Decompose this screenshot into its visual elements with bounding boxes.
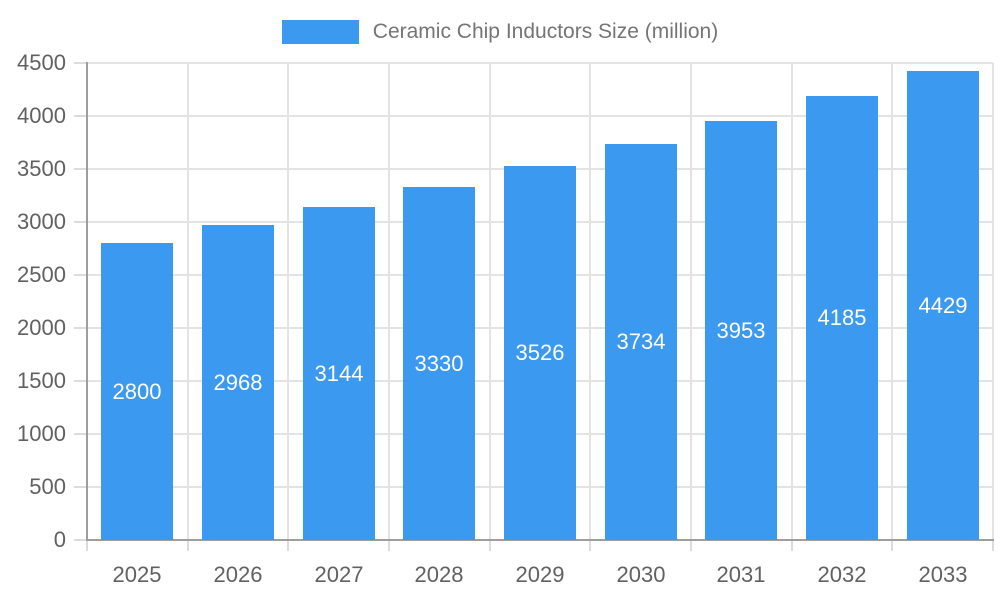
y-axis-tick — [74, 62, 86, 64]
x-axis-tick — [287, 541, 289, 551]
bar: 3953 — [705, 121, 777, 540]
y-tick-label: 1000 — [17, 421, 66, 446]
y-tick-label: 2500 — [17, 262, 66, 287]
y-axis-line — [86, 62, 88, 541]
x-tick-label: 2025 — [112, 562, 162, 587]
y-axis-tick — [74, 168, 86, 170]
x-tick-label: 2028 — [414, 562, 464, 587]
x-axis-line — [86, 539, 994, 541]
legend-swatch — [281, 20, 359, 44]
x-axis-tick — [388, 541, 390, 551]
bar: 3526 — [504, 166, 576, 540]
y-axis-tick — [74, 539, 86, 541]
legend-label: Ceramic Chip Inductors Size (million) — [372, 20, 719, 43]
x-axis-tick — [589, 541, 591, 551]
bar-value-label: 3526 — [515, 340, 565, 365]
bar-value-label: 4185 — [817, 305, 867, 330]
x-gridline — [489, 63, 491, 540]
y-tick-label: 3500 — [17, 156, 66, 181]
bar: 4429 — [907, 71, 979, 540]
y-tick-label: 1500 — [17, 368, 66, 393]
x-gridline — [187, 63, 189, 540]
x-gridline — [388, 63, 390, 540]
bar: 4185 — [806, 96, 878, 540]
x-tick-label: 2030 — [616, 562, 666, 587]
x-axis-tick — [690, 541, 692, 551]
bar-value-label: 4429 — [918, 292, 968, 318]
x-axis-tick — [791, 541, 793, 551]
y-tick-label: 4000 — [17, 103, 66, 128]
y-gridline — [87, 62, 993, 64]
y-tick-label: 3000 — [17, 209, 66, 234]
bar-value-label: 2968 — [213, 369, 263, 395]
y-axis-tick — [74, 115, 86, 117]
x-axis-tick — [86, 541, 88, 551]
legend[interactable]: Ceramic Chip Inductors Size (million) — [0, 18, 1000, 46]
bar-value-label: 3953 — [716, 317, 766, 343]
y-tick-label: 0 — [53, 527, 66, 552]
y-tick-label: 4500 — [17, 50, 66, 75]
x-tick-label: 2032 — [817, 562, 867, 587]
bar: 3144 — [303, 207, 375, 540]
x-axis-tick — [891, 541, 893, 551]
x-gridline — [791, 63, 793, 540]
bar-value-label: 3144 — [314, 360, 364, 386]
y-axis-tick — [74, 221, 86, 223]
y-tick-label: 500 — [29, 474, 66, 499]
y-axis-tick — [74, 486, 86, 488]
x-gridline — [992, 63, 994, 540]
bar: 2800 — [101, 243, 173, 540]
x-gridline — [589, 63, 591, 540]
x-gridline — [690, 63, 692, 540]
bar: 3330 — [403, 187, 475, 540]
y-tick-label: 2000 — [17, 315, 66, 340]
bar-value-label: 3330 — [414, 350, 464, 376]
y-axis-tick — [74, 433, 86, 435]
y-axis-tick — [74, 327, 86, 329]
x-tick-label: 2027 — [314, 562, 364, 587]
y-axis-tick — [74, 274, 86, 276]
x-tick-label: 2026 — [213, 562, 263, 587]
x-axis-tick — [489, 541, 491, 551]
x-tick-label: 2031 — [716, 562, 766, 587]
x-gridline — [891, 63, 893, 540]
x-axis-tick — [187, 541, 189, 551]
y-axis-tick — [74, 380, 86, 382]
x-axis-tick — [992, 541, 994, 551]
bar: 2968 — [202, 225, 274, 540]
x-tick-label: 2033 — [918, 562, 968, 587]
y-gridline — [87, 115, 993, 117]
bar: 3734 — [605, 144, 677, 540]
bar-value-label: 2800 — [112, 378, 162, 404]
bar-value-label: 3734 — [616, 329, 666, 354]
x-tick-label: 2029 — [515, 562, 565, 587]
x-gridline — [287, 63, 289, 540]
